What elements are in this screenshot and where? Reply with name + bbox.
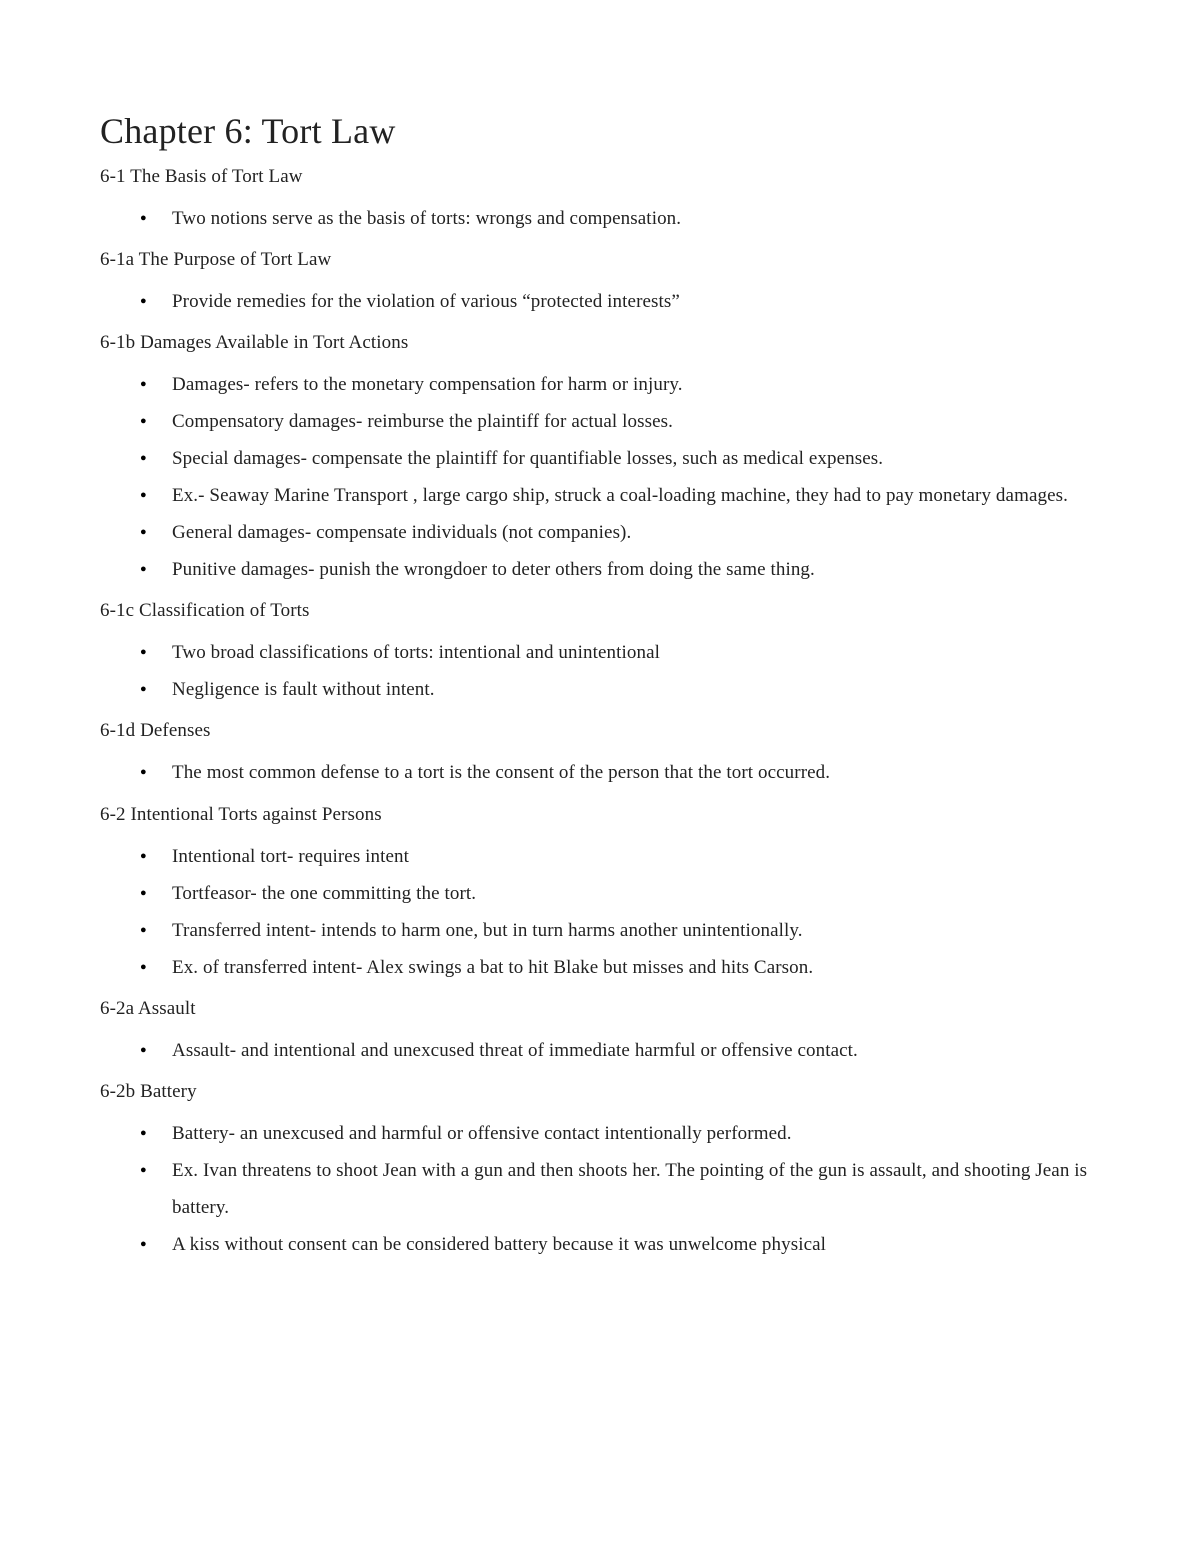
bullet-item: General damages- compensate individuals …	[172, 514, 1100, 551]
bullet-item: Provide remedies for the violation of va…	[172, 283, 1100, 320]
bullet-item: The most common defense to a tort is the…	[172, 754, 1100, 791]
section-heading: 6-1 The Basis of Tort Law	[100, 166, 1100, 188]
bullet-item: A kiss without consent can be considered…	[172, 1226, 1100, 1263]
bullet-item: Ex.- Seaway Marine Transport , large car…	[172, 477, 1100, 514]
bullet-item: Ex. Ivan threatens to shoot Jean with a …	[172, 1152, 1100, 1226]
bullet-item: Negligence is fault without intent.	[172, 671, 1100, 708]
bullet-item: Punitive damages- punish the wrongdoer t…	[172, 551, 1100, 588]
document-title: Chapter 6: Tort Law	[100, 110, 1100, 152]
bullet-item: Two notions serve as the basis of torts:…	[172, 200, 1100, 237]
bullet-item: Tortfeasor- the one committing the tort.	[172, 875, 1100, 912]
bullet-item: Damages- refers to the monetary compensa…	[172, 366, 1100, 403]
bullet-item: Battery- an unexcused and harmful or off…	[172, 1115, 1100, 1152]
section-heading: 6-1c Classification of Torts	[100, 600, 1100, 622]
bullet-item: Intentional tort- requires intent	[172, 838, 1100, 875]
bullet-item: Special damages- compensate the plaintif…	[172, 440, 1100, 477]
section-heading: 6-1b Damages Available in Tort Actions	[100, 332, 1100, 354]
section-heading: 6-2 Intentional Torts against Persons	[100, 804, 1100, 826]
bullet-item: Compensatory damages- reimburse the plai…	[172, 403, 1100, 440]
section-heading: 6-2b Battery	[100, 1081, 1100, 1103]
bullet-item: Assault- and intentional and unexcused t…	[172, 1032, 1100, 1069]
bullet-list: Provide remedies for the violation of va…	[100, 283, 1100, 320]
section-heading: 6-1a The Purpose of Tort Law	[100, 249, 1100, 271]
bullet-list: Two broad classifications of torts: inte…	[100, 634, 1100, 708]
bullet-list: Two notions serve as the basis of torts:…	[100, 200, 1100, 237]
bullet-item: Transferred intent- intends to harm one,…	[172, 912, 1100, 949]
section-heading: 6-2a Assault	[100, 998, 1100, 1020]
bullet-list: Damages- refers to the monetary compensa…	[100, 366, 1100, 588]
section-heading: 6-1d Defenses	[100, 720, 1100, 742]
bullet-list: Intentional tort- requires intentTortfea…	[100, 838, 1100, 986]
bullet-list: Battery- an unexcused and harmful or off…	[100, 1115, 1100, 1263]
bullet-list: Assault- and intentional and unexcused t…	[100, 1032, 1100, 1069]
bullet-item: Two broad classifications of torts: inte…	[172, 634, 1100, 671]
document-body: 6-1 The Basis of Tort Law Two notions ser…	[100, 166, 1100, 1263]
bullet-list: The most common defense to a tort is the…	[100, 754, 1100, 791]
bullet-item: Ex. of transferred intent- Alex swings a…	[172, 949, 1100, 986]
